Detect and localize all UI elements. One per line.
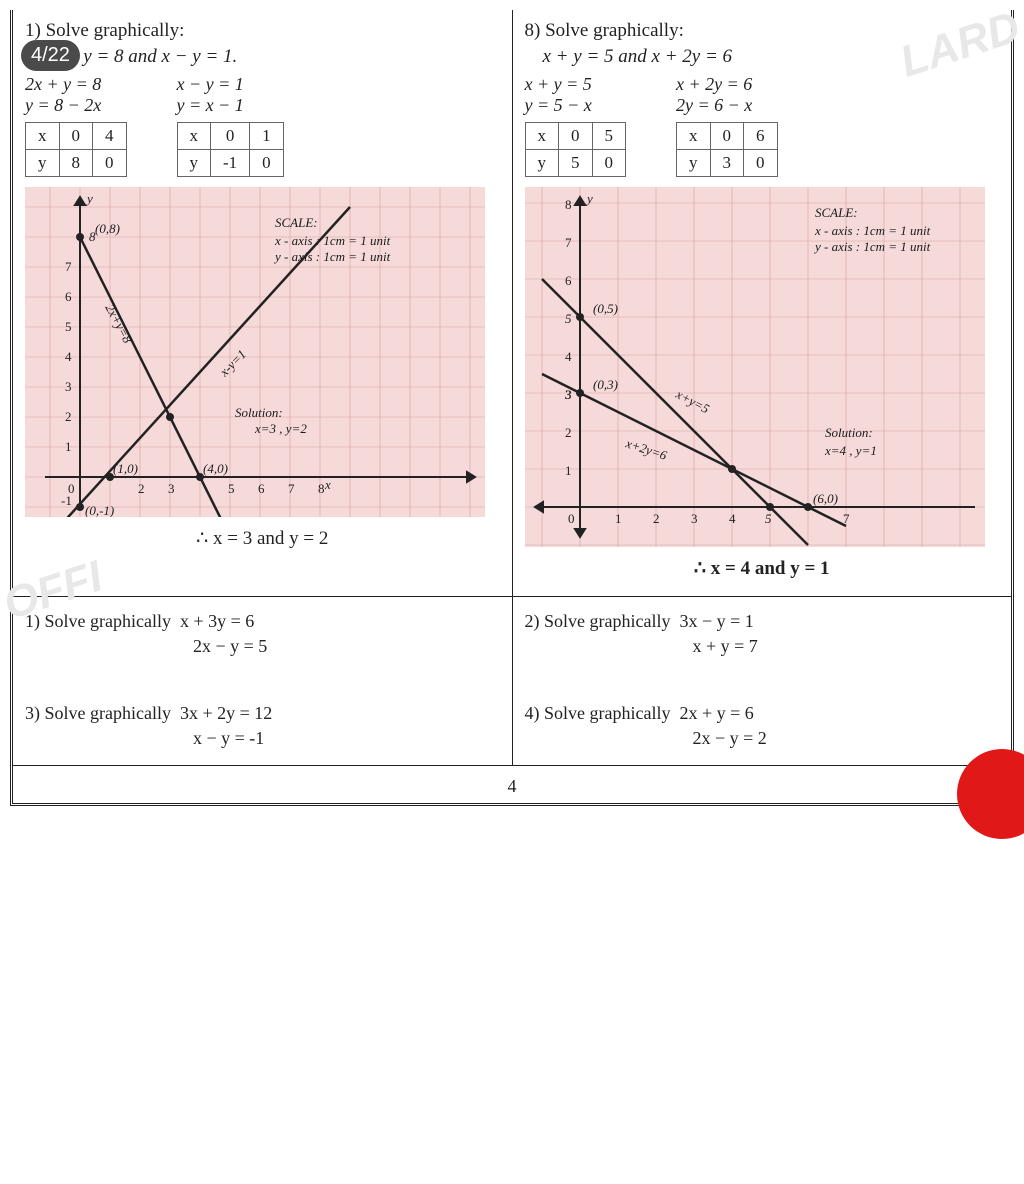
svg-text:5: 5 (765, 511, 772, 526)
q7-right-eq1: x − y = 1 (177, 74, 284, 95)
hw-q3-e2: x − y = -1 (193, 728, 500, 749)
q7-given: 2x + y = 8 and x − y = 1. (43, 46, 500, 68)
q7-work-left: 2x + y = 8 y = 8 − 2x x04 y80 (25, 74, 127, 177)
worksheet-page: LARD 4/22 1) Solve graphically: 2x + y =… (10, 10, 1014, 806)
page-badge: 4/22 (21, 40, 80, 71)
svg-text:(0,5): (0,5) (593, 301, 618, 316)
svg-text:5: 5 (228, 481, 235, 496)
q7-graph-svg: 0 23 5678 123 456 7 -1 x y (25, 187, 485, 517)
svg-text:2: 2 (653, 511, 660, 526)
svg-text:8: 8 (318, 481, 325, 496)
svg-text:8: 8 (89, 229, 96, 244)
svg-text:3: 3 (564, 387, 572, 402)
svg-text:8: 8 (565, 197, 572, 212)
homework-row: 1) Solve graphically x + 3y = 6 2x − y =… (13, 597, 1011, 766)
svg-text:-1: -1 (61, 493, 72, 508)
svg-text:x - axis : 1cm = 1 unit: x - axis : 1cm = 1 unit (814, 223, 931, 238)
svg-text:(0,3): (0,3) (593, 377, 618, 392)
svg-text:2: 2 (138, 481, 145, 496)
q8-graph: 0 1234 7 123 46 78 y (525, 187, 1000, 547)
svg-text:4: 4 (565, 349, 572, 364)
svg-text:1: 1 (565, 463, 572, 478)
svg-text:x=4 , y=1: x=4 , y=1 (824, 443, 877, 458)
svg-text:6: 6 (258, 481, 265, 496)
svg-text:3: 3 (168, 481, 175, 496)
svg-text:3: 3 (691, 511, 698, 526)
svg-text:3: 3 (65, 379, 72, 394)
svg-text:(4,0): (4,0) (203, 461, 228, 476)
q7-left-table: x04 y80 (25, 122, 127, 177)
hw-left: 1) Solve graphically x + 3y = 6 2x − y =… (13, 597, 513, 765)
svg-text:y - axis : 1cm = 1 unit: y - axis : 1cm = 1 unit (273, 249, 391, 264)
svg-text:7: 7 (65, 259, 72, 274)
svg-text:5: 5 (65, 319, 72, 334)
svg-text:4: 4 (65, 349, 72, 364)
q8-title: 8) Solve graphically: (525, 20, 1000, 42)
svg-text:2: 2 (565, 425, 572, 440)
hw-q4-e2: 2x − y = 2 (693, 728, 1000, 749)
q8-answer: ∴ x = 4 and y = 1 (525, 557, 1000, 580)
hw-right: 2) Solve graphically 3x − y = 1 x + y = … (513, 597, 1012, 765)
q8-working: x + y = 5 y = 5 − x x05 y50 x + 2y = 6 2… (525, 74, 1000, 177)
q7-graph: 0 23 5678 123 456 7 -1 x y (25, 187, 500, 517)
q8-work-left: x + y = 5 y = 5 − x x05 y50 (525, 74, 627, 177)
q7-right-table: x01 y-10 (177, 122, 284, 177)
svg-text:2: 2 (65, 409, 72, 424)
svg-text:(1,0): (1,0) (113, 461, 138, 476)
q8-given: x + y = 5 and x + 2y = 6 (543, 46, 1000, 68)
svg-text:1: 1 (615, 511, 622, 526)
q8-right-eq1: x + 2y = 6 (676, 74, 778, 95)
q7-answer: ∴ x = 3 and y = 2 (25, 527, 500, 550)
q8-graph-svg: 0 1234 7 123 46 78 y (525, 187, 985, 547)
svg-text:7: 7 (288, 481, 295, 496)
example-8: 8) Solve graphically: x + y = 5 and x + … (513, 10, 1012, 596)
svg-text:x: x (324, 477, 331, 492)
q7-working: 2x + y = 8 y = 8 − 2x x04 y80 x − y = 1 … (25, 74, 500, 177)
svg-text:y: y (585, 191, 593, 206)
svg-text:6: 6 (65, 289, 72, 304)
svg-text:SCALE:: SCALE: (815, 205, 858, 220)
svg-text:x=3 , y=2: x=3 , y=2 (254, 421, 307, 436)
page-number: 4 (13, 766, 1011, 803)
svg-text:5: 5 (565, 311, 572, 326)
hw-q2: 2) Solve graphically 3x − y = 1 (525, 611, 1000, 632)
svg-text:6: 6 (565, 273, 572, 288)
q8-left-eq1: x + y = 5 (525, 74, 627, 95)
q8-left-eq2: y = 5 − x (525, 95, 627, 116)
q8-right-table: x06 y30 (676, 122, 778, 177)
hw-q2-e2: x + y = 7 (693, 636, 1000, 657)
q8-work-right: x + 2y = 6 2y = 6 − x x06 y30 (676, 74, 778, 177)
svg-text:0: 0 (568, 511, 575, 526)
svg-text:(6,0): (6,0) (813, 491, 838, 506)
svg-text:y - axis : 1cm = 1 unit: y - axis : 1cm = 1 unit (813, 239, 931, 254)
hw-q3: 3) Solve graphically 3x + 2y = 12 (25, 703, 500, 724)
svg-text:4: 4 (729, 511, 736, 526)
svg-text:7: 7 (565, 235, 572, 250)
svg-text:Solution:: Solution: (825, 425, 873, 440)
hw-q1-e2: 2x − y = 5 (193, 636, 500, 657)
q7-title: 1) Solve graphically: (25, 20, 500, 42)
examples-row: 4/22 1) Solve graphically: 2x + y = 8 an… (13, 10, 1011, 597)
svg-text:1: 1 (65, 439, 72, 454)
svg-text:y: y (85, 191, 93, 206)
q7-left-eq1: 2x + y = 8 (25, 74, 127, 95)
q7-work-right: x − y = 1 y = x − 1 x01 y-10 (177, 74, 284, 177)
svg-text:Solution:: Solution: (235, 405, 283, 420)
q7-right-eq2: y = x − 1 (177, 95, 284, 116)
svg-text:(0,-1): (0,-1) (85, 503, 114, 517)
svg-text:(0,8): (0,8) (95, 221, 120, 236)
svg-text:x - axis : 1cm = 1 unit: x - axis : 1cm = 1 unit (274, 233, 391, 248)
hw-q4: 4) Solve graphically 2x + y = 6 (525, 703, 1000, 724)
hw-q1: 1) Solve graphically x + 3y = 6 (25, 611, 500, 632)
q7-left-eq2: y = 8 − 2x (25, 95, 127, 116)
q8-left-table: x05 y50 (525, 122, 627, 177)
q8-right-eq2: 2y = 6 − x (676, 95, 778, 116)
svg-text:SCALE:: SCALE: (275, 215, 318, 230)
example-7: 4/22 1) Solve graphically: 2x + y = 8 an… (13, 10, 513, 596)
